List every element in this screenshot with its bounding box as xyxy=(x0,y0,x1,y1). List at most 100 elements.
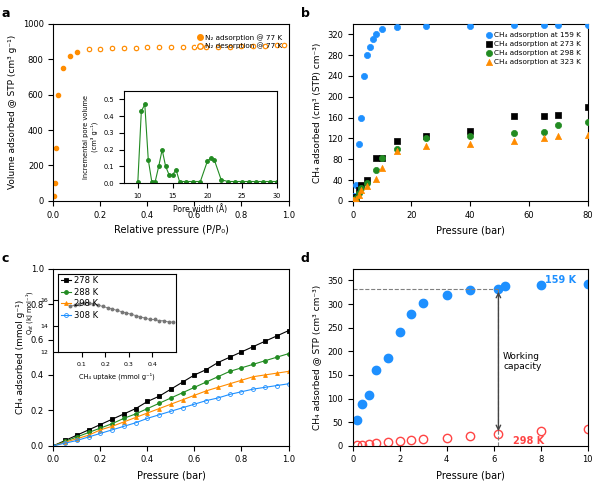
X-axis label: Relative pressure (P/P₀): Relative pressure (P/P₀) xyxy=(113,225,229,235)
308 K xyxy=(273,383,280,389)
CH₄ adsorption at 298 K xyxy=(509,129,519,137)
278 K xyxy=(285,328,292,334)
CH₄ adsorption at 298 K xyxy=(392,145,401,153)
CH₄ adsorption at 298 K xyxy=(354,189,364,197)
CH₄ adsorption at 273 K xyxy=(554,111,563,119)
288 K xyxy=(109,421,116,427)
CH₄ adsorption at 159 K xyxy=(359,72,369,80)
CH₄ adsorption at 273 K xyxy=(539,112,548,120)
CH₄ adsorption at 298 K xyxy=(362,179,372,187)
CH₄ adsorption at 159 K xyxy=(349,195,358,203)
CH₄ adsorption at 159 K xyxy=(354,140,364,148)
Legend: N₂ adsorption @ 77 K, N₂ desorption @ 77 K: N₂ adsorption @ 77 K, N₂ desorption @ 77… xyxy=(194,31,285,53)
CH₄ adsorption at 159 K xyxy=(351,181,361,189)
CH₄ adsorption at 273 K xyxy=(377,154,387,162)
CH₄ adsorption at 323 K xyxy=(392,148,401,155)
278 K xyxy=(155,393,163,399)
Legend: CH₄ adsorption at 159 K, CH₄ adsorption at 273 K, CH₄ adsorption at 298 K, CH₄ a: CH₄ adsorption at 159 K, CH₄ adsorption … xyxy=(484,29,584,68)
298 K xyxy=(262,372,269,378)
288 K xyxy=(144,406,151,412)
288 K xyxy=(62,438,69,444)
CH₄ adsorption at 298 K xyxy=(377,154,387,162)
278 K xyxy=(144,398,151,404)
298 K xyxy=(62,439,69,445)
CH₄ adsorption at 273 K xyxy=(421,132,431,140)
Text: Working
capacity: Working capacity xyxy=(503,352,541,371)
CH₄ adsorption at 273 K xyxy=(362,176,372,184)
278 K xyxy=(250,344,257,350)
Text: d: d xyxy=(301,252,310,264)
CH₄ adsorption at 159 K xyxy=(583,21,593,29)
298 K xyxy=(285,369,292,375)
308 K xyxy=(50,443,57,449)
CH₄ adsorption at 273 K xyxy=(509,112,519,120)
CH₄ adsorption at 323 K xyxy=(371,175,381,183)
CH₄ adsorption at 159 K xyxy=(365,43,375,51)
CH₄ adsorption at 159 K xyxy=(362,51,372,59)
308 K xyxy=(121,423,128,429)
308 K xyxy=(155,412,163,418)
308 K xyxy=(191,401,198,407)
278 K xyxy=(73,432,80,438)
288 K xyxy=(179,390,187,395)
308 K xyxy=(262,384,269,390)
308 K xyxy=(226,392,233,397)
288 K xyxy=(155,400,163,406)
298 K xyxy=(203,388,210,394)
X-axis label: Pressure (bar): Pressure (bar) xyxy=(436,470,505,480)
308 K xyxy=(73,437,80,443)
CH₄ adsorption at 159 K xyxy=(509,21,519,29)
308 K xyxy=(203,398,210,404)
Text: 159 K: 159 K xyxy=(545,275,577,285)
298 K xyxy=(191,393,198,398)
Line: 308 K: 308 K xyxy=(52,382,290,448)
CH₄ adsorption at 159 K xyxy=(466,22,475,30)
298 K xyxy=(97,427,104,433)
298 K xyxy=(226,381,233,387)
308 K xyxy=(132,420,139,426)
CH₄ adsorption at 298 K xyxy=(466,132,475,140)
CH₄ adsorption at 323 K xyxy=(351,195,361,203)
Line: 298 K: 298 K xyxy=(52,370,290,448)
Y-axis label: CH₄ adsorbed @ STP (cm³ cm⁻³): CH₄ adsorbed @ STP (cm³ cm⁻³) xyxy=(313,284,322,430)
CH₄ adsorption at 298 K xyxy=(539,128,548,135)
CH₄ adsorption at 298 K xyxy=(421,134,431,142)
298 K xyxy=(214,384,221,390)
CH₄ adsorption at 159 K xyxy=(349,192,359,200)
288 K xyxy=(262,358,269,364)
Text: 298 K: 298 K xyxy=(512,436,544,446)
288 K xyxy=(285,351,292,356)
CH₄ adsorption at 323 K xyxy=(421,142,431,150)
288 K xyxy=(97,425,104,431)
Line: 278 K: 278 K xyxy=(52,329,290,448)
288 K xyxy=(273,355,280,360)
CH₄ adsorption at 298 K xyxy=(351,194,361,202)
288 K xyxy=(191,384,198,390)
Y-axis label: CH₄ adsorbed (mmol g⁻¹): CH₄ adsorbed (mmol g⁻¹) xyxy=(16,300,25,414)
CH₄ adsorption at 273 K xyxy=(392,137,401,145)
278 K xyxy=(191,372,198,378)
298 K xyxy=(73,436,80,442)
X-axis label: Pressure (bar): Pressure (bar) xyxy=(436,225,505,235)
278 K xyxy=(262,338,269,344)
CH₄ adsorption at 323 K xyxy=(349,196,359,204)
308 K xyxy=(250,386,257,392)
CH₄ adsorption at 323 K xyxy=(509,137,519,145)
308 K xyxy=(285,381,292,387)
308 K xyxy=(167,408,175,414)
278 K xyxy=(273,333,280,339)
278 K xyxy=(121,411,128,417)
288 K xyxy=(250,361,257,367)
CH₄ adsorption at 159 K xyxy=(539,21,548,29)
CH₄ adsorption at 273 K xyxy=(351,193,361,201)
CH₄ adsorption at 273 K xyxy=(583,103,593,111)
298 K xyxy=(121,419,128,425)
CH₄ adsorption at 273 K xyxy=(371,154,381,162)
278 K xyxy=(167,386,175,392)
308 K xyxy=(214,395,221,401)
CH₄ adsorption at 273 K xyxy=(354,187,364,194)
308 K xyxy=(97,431,104,436)
298 K xyxy=(132,414,139,420)
288 K xyxy=(167,395,175,401)
288 K xyxy=(238,365,245,371)
